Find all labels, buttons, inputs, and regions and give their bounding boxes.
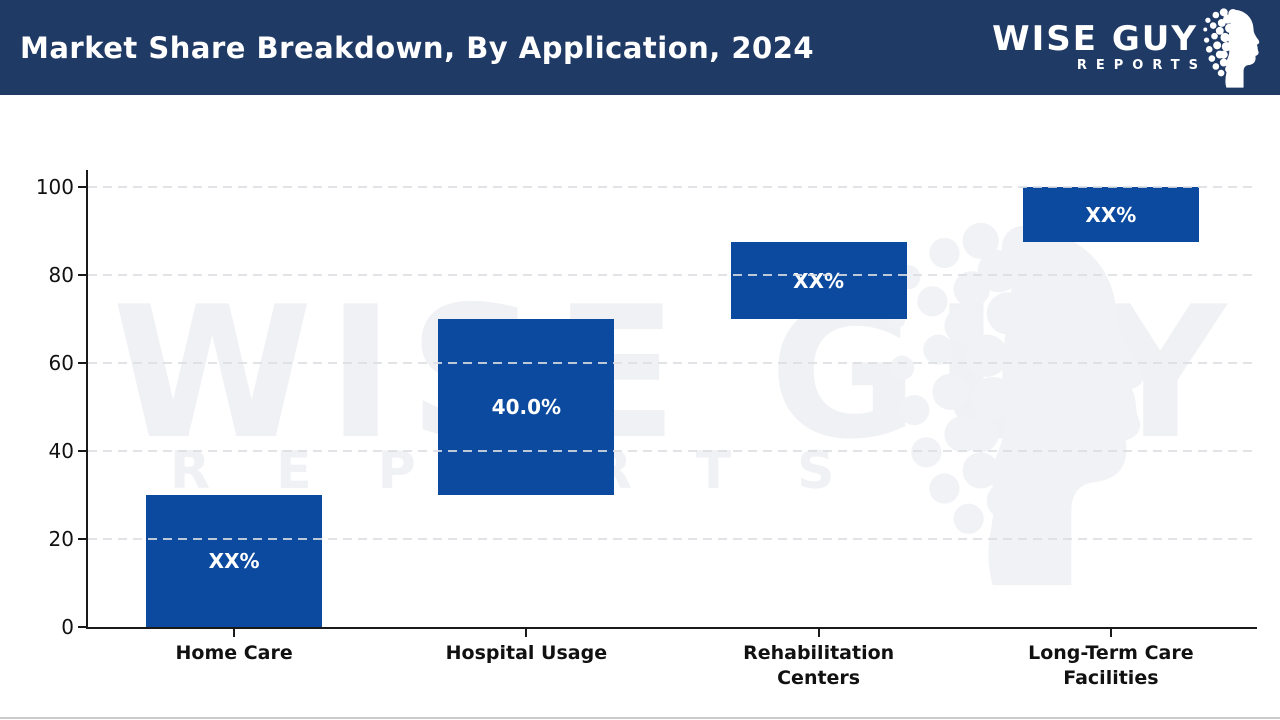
gridline xyxy=(88,186,1257,188)
y-tick-mark xyxy=(78,538,86,540)
category-label: Home Care xyxy=(175,642,293,664)
x-tick-mark xyxy=(817,629,820,637)
y-tick-label: 60 xyxy=(48,351,74,375)
brand-name: WISE GUY xyxy=(992,18,1198,59)
y-tick-label: 100 xyxy=(35,175,74,199)
x-tick-mark xyxy=(1109,629,1112,637)
y-tick-mark xyxy=(78,362,86,364)
chart-title: Market Share Breakdown, By Application, … xyxy=(20,30,815,65)
gridline xyxy=(88,274,1257,276)
y-tick-label: 40 xyxy=(48,439,74,463)
brand-subtitle: REPORTS xyxy=(1076,58,1207,74)
watermark-head-icon xyxy=(887,222,1144,586)
bar-value-label: XX% xyxy=(1085,202,1137,227)
category-label: Hospital Usage xyxy=(445,642,608,664)
bar-value-label: 40.0% xyxy=(491,395,562,419)
bottom-divider xyxy=(0,717,1280,719)
head-profile-icon xyxy=(1203,7,1260,88)
y-tick-mark xyxy=(78,186,86,188)
plot-area: XX% 40.0% XX% XX% xyxy=(88,186,1257,627)
bar-segment: XX% xyxy=(1022,187,1199,242)
x-tick-mark xyxy=(233,629,236,637)
x-tick-mark xyxy=(525,629,528,637)
gridline xyxy=(88,450,1257,452)
y-tick-mark xyxy=(78,274,86,276)
gridline xyxy=(88,538,1257,540)
bar-segment: XX% xyxy=(730,242,907,319)
y-tick-label: 80 xyxy=(48,263,74,287)
bar-value-label: XX% xyxy=(208,549,260,573)
brand-logo: WISE GUY REPORTS xyxy=(992,7,1266,89)
bar-value-label: XX% xyxy=(793,268,845,293)
x-axis-line xyxy=(86,627,1257,629)
y-axis-line xyxy=(86,170,88,629)
brand-logo-text: WISE GUY REPORTS xyxy=(992,18,1198,73)
y-tick-label: 0 xyxy=(61,615,74,639)
bar-segment: 40.0% xyxy=(438,319,615,495)
header-bar: Market Share Breakdown, By Application, … xyxy=(0,0,1280,95)
bar-segment: XX% xyxy=(146,495,323,627)
category-label: Long-Term Care Facilities xyxy=(1028,642,1194,689)
gridline xyxy=(88,362,1257,364)
y-tick-mark xyxy=(78,450,86,452)
chart-area: WISE GUY REPORTS XX%40.0%XX%XX% 02040608… xyxy=(0,95,1280,720)
y-tick-mark xyxy=(78,626,86,628)
y-tick-label: 20 xyxy=(48,527,74,551)
category-label: Rehabilitation Centers xyxy=(743,642,895,689)
